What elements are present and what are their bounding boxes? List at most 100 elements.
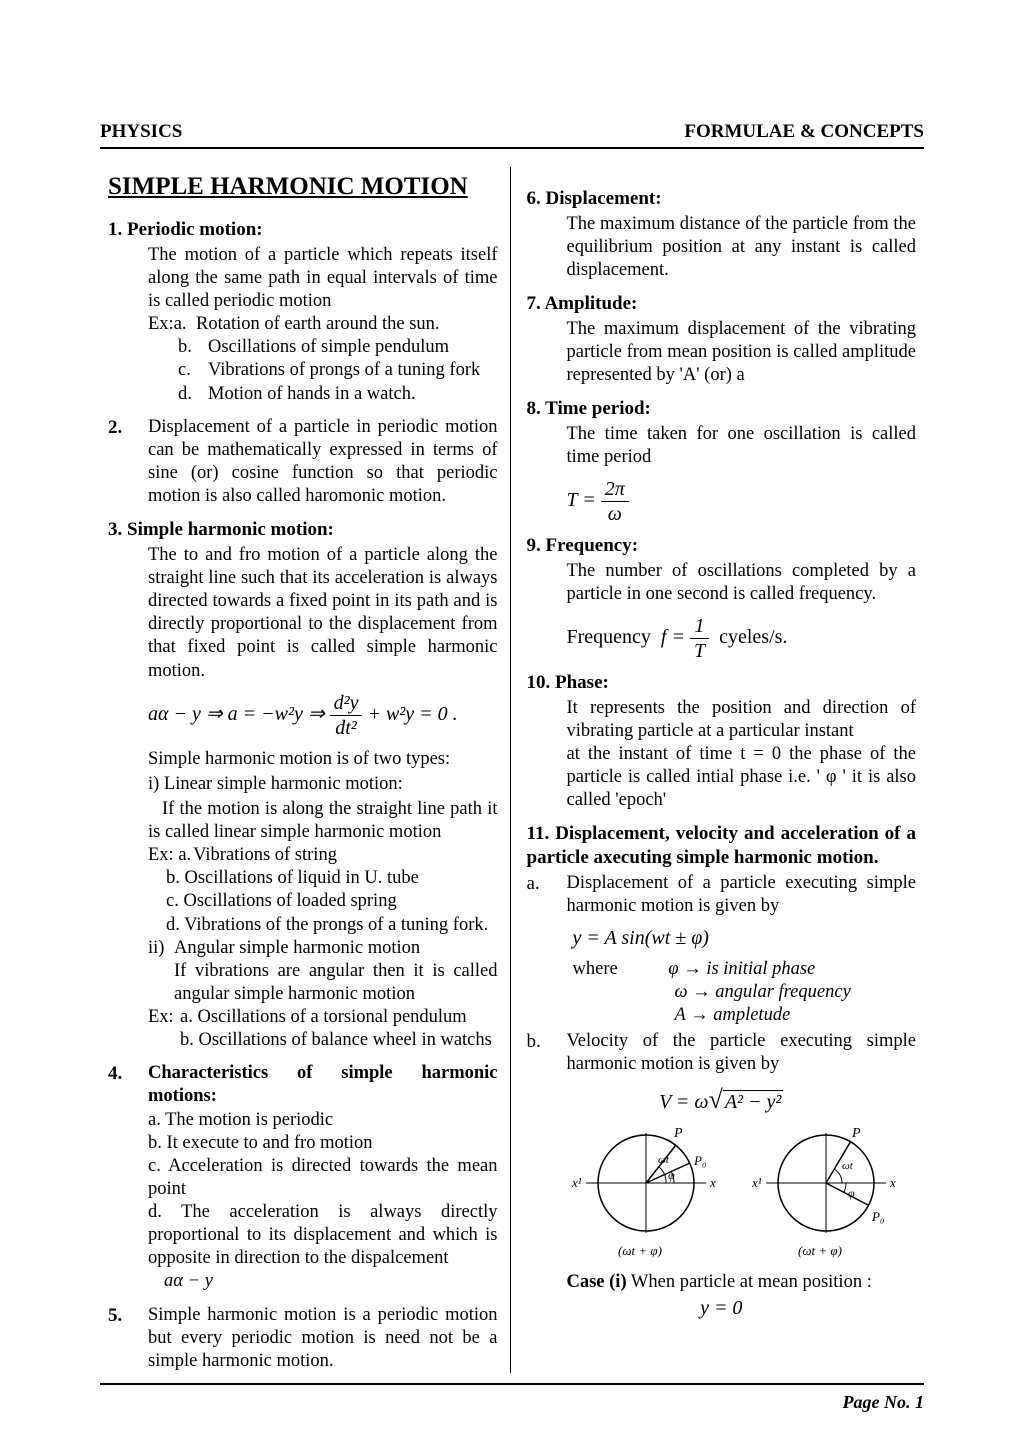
- svg-text:x¹: x¹: [751, 1175, 762, 1190]
- sec3-ex-b: b. Oscillations of liquid in U. tube: [108, 867, 498, 890]
- svg-text:φ: φ: [668, 1168, 675, 1182]
- sec3-heading: 3. Simple harmonic motion:: [108, 518, 498, 542]
- header-left: PHYSICS: [100, 120, 182, 144]
- left-column: SIMPLE HARMONIC MOTION 1. Periodic motio…: [100, 167, 511, 1373]
- svg-text:P₀: P₀: [871, 1209, 884, 1224]
- sec4-c: c. Acceleration is directed towards the …: [108, 1155, 498, 1201]
- sec4-heading: Characteristics of simple harmonic motio…: [148, 1062, 498, 1108]
- where-label: where: [573, 959, 618, 979]
- sec11-a-eq: y = A sin(wt ± φ): [527, 926, 917, 950]
- sec3-typei-body: If the motion is along the straight line…: [108, 798, 498, 844]
- sec3-ex2b: b. Oscillations of balance wheel in watc…: [108, 1029, 498, 1052]
- ex-label: Ex:a.: [148, 313, 196, 336]
- typeii-text: Angular simple harmonic motion: [174, 937, 420, 960]
- case-i-text: When particle at mean position :: [631, 1272, 872, 1292]
- sec3-typei: i) Linear simple harmonic motion:: [108, 773, 498, 796]
- sec11-b-label: b.: [527, 1030, 567, 1076]
- sec4-b: b. It execute to and fro motion: [108, 1132, 498, 1155]
- sec1-d: d. Motion of hands in a watch.: [108, 383, 498, 406]
- case-i: Case (i) When particle at mean position …: [527, 1271, 917, 1294]
- svg-text:P: P: [673, 1126, 683, 1141]
- sec9-heading: 9. Frequency:: [527, 534, 917, 558]
- ex2a-text: a. Oscillations of a torsional pendulum: [180, 1006, 467, 1029]
- svg-text:(ωt + φ): (ωt + φ): [798, 1243, 842, 1258]
- freq-label: Frequency: [567, 626, 651, 648]
- svg-text:x: x: [889, 1175, 896, 1190]
- exa-label: Ex: a.: [148, 844, 191, 867]
- where-3: A → ampletude: [527, 1004, 917, 1027]
- sec11-b-eq: V = ω√A² − y²: [527, 1084, 917, 1115]
- case-i-eq: y = 0: [527, 1296, 917, 1320]
- svg-text:ωt: ωt: [842, 1160, 854, 1172]
- sec11-b: b. Velocity of the particle executing si…: [527, 1030, 917, 1076]
- sec1-heading: 1. Periodic motion:: [108, 218, 498, 242]
- sec3-body: The to and fro motion of a particle alon…: [108, 544, 498, 683]
- svg-text:x¹: x¹: [571, 1175, 582, 1190]
- sec2-body: Displacement of a particle in periodic m…: [148, 416, 498, 509]
- sec1-body: The motion of a particle which repeats i…: [108, 244, 498, 313]
- sec5-num: 5.: [108, 1304, 148, 1373]
- sec3-typeii-body: If vibrations are angular then it is cal…: [108, 960, 498, 1006]
- sec11-a-label: a.: [527, 872, 567, 918]
- ex-a-text: Rotation of earth around the sun.: [196, 313, 440, 336]
- header-right: FORMULAE & CONCEPTS: [684, 120, 924, 144]
- sec5-body: Simple harmonic motion is a periodic mot…: [148, 1304, 498, 1373]
- sec1-b: b. Oscillations of simple pendulum: [108, 336, 498, 359]
- sec9-body: The number of oscillations completed by …: [527, 560, 917, 606]
- sec4-a: a. The motion is periodic: [108, 1109, 498, 1132]
- svg-text:(ωt + φ): (ωt + φ): [618, 1243, 662, 1258]
- b-text: Oscillations of simple pendulum: [208, 336, 449, 359]
- sec11-heading: 11. Displacement, velocity and accelerat…: [527, 822, 917, 870]
- sec1-c: c. Vibrations of prongs of a tuning fork: [108, 359, 498, 382]
- sec4: 4. Characteristics of simple harmonic mo…: [108, 1062, 498, 1108]
- sec8-heading: 8. Time period:: [527, 397, 917, 421]
- sec3-formula: aα − y ⇒ a = −w²y ⇒ d²ydt² + w²y = 0 .: [108, 691, 498, 740]
- sec6-heading: 6. Displacement:: [527, 187, 917, 211]
- sec8-body: The time taken for one oscillation is ca…: [527, 423, 917, 469]
- sec7-body: The maximum displacement of the vibratin…: [527, 318, 917, 387]
- exa-text: Vibrations of string: [193, 844, 337, 867]
- c-label: c.: [178, 359, 208, 382]
- content-area: SIMPLE HARMONIC MOTION 1. Periodic motio…: [100, 167, 924, 1385]
- sec10-body2: at the instant of time t = 0 the phase o…: [527, 743, 917, 812]
- sec11-a-body: Displacement of a particle executing sim…: [567, 872, 917, 918]
- sec11-a: a. Displacement of a particle executing …: [527, 872, 917, 918]
- sec4-d-eq: aα − y: [108, 1270, 498, 1293]
- sec3-ex-c: c. Oscillations of loaded spring: [108, 890, 498, 913]
- where-1: φ → is initial phase: [668, 959, 815, 979]
- where-2: ω → angular frequency: [527, 981, 917, 1004]
- sec9-formula: Frequency f = 1T cyeles/s.: [527, 614, 917, 663]
- sec3-typeii: ii) Angular simple harmonic motion: [108, 937, 498, 960]
- sec2-num: 2.: [108, 416, 148, 509]
- sec6-body: The maximum distance of the particle fro…: [527, 213, 917, 282]
- svg-text:φ: φ: [848, 1186, 855, 1200]
- d-text: Motion of hands in a watch.: [208, 383, 416, 406]
- case-i-label: Case (i): [567, 1272, 627, 1292]
- phase-diagrams: P P₀ x x¹ ωt φ (ωt + φ): [527, 1123, 917, 1263]
- sec1-ex-a: Ex:a. Rotation of earth around the sun.: [108, 313, 498, 336]
- sec7-heading: 7. Amplitude:: [527, 292, 917, 316]
- sec3-ex-d: d. Vibrations of the prongs of a tuning …: [108, 914, 498, 937]
- page-number: Page No. 1: [100, 1391, 924, 1414]
- sec2: 2. Displacement of a particle in periodi…: [108, 416, 498, 509]
- svg-text:P: P: [851, 1126, 861, 1141]
- svg-text:x: x: [709, 1175, 716, 1190]
- sec4-d: d. The acceleration is always directly p…: [108, 1201, 498, 1270]
- freq-unit: cyeles/s.: [719, 626, 787, 648]
- page-title: SIMPLE HARMONIC MOTION: [108, 171, 498, 202]
- sec3-ex-a: Ex: a. Vibrations of string: [108, 844, 498, 867]
- sec4-num: 4.: [108, 1062, 148, 1108]
- typeii-label: ii): [148, 937, 174, 960]
- d-label: d.: [178, 383, 208, 406]
- sec3-ex2a: Ex: a. Oscillations of a torsional pendu…: [108, 1006, 498, 1029]
- sec3-types: Simple harmonic motion is of two types:: [108, 748, 498, 771]
- right-column: 6. Displacement: The maximum distance of…: [511, 167, 925, 1373]
- c-text: Vibrations of prongs of a tuning fork: [208, 359, 480, 382]
- diagram-right: P P₀ x x¹ ωt φ (ωt + φ): [746, 1123, 906, 1263]
- sec11-where: where φ → is initial phase: [527, 958, 917, 981]
- sec10-body1: It represents the position and direction…: [527, 697, 917, 743]
- sec5: 5. Simple harmonic motion is a periodic …: [108, 1304, 498, 1373]
- ex2-label: Ex:: [148, 1006, 180, 1029]
- sec10-heading: 10. Phase:: [527, 671, 917, 695]
- sec8-formula: T = 2πω: [527, 477, 917, 526]
